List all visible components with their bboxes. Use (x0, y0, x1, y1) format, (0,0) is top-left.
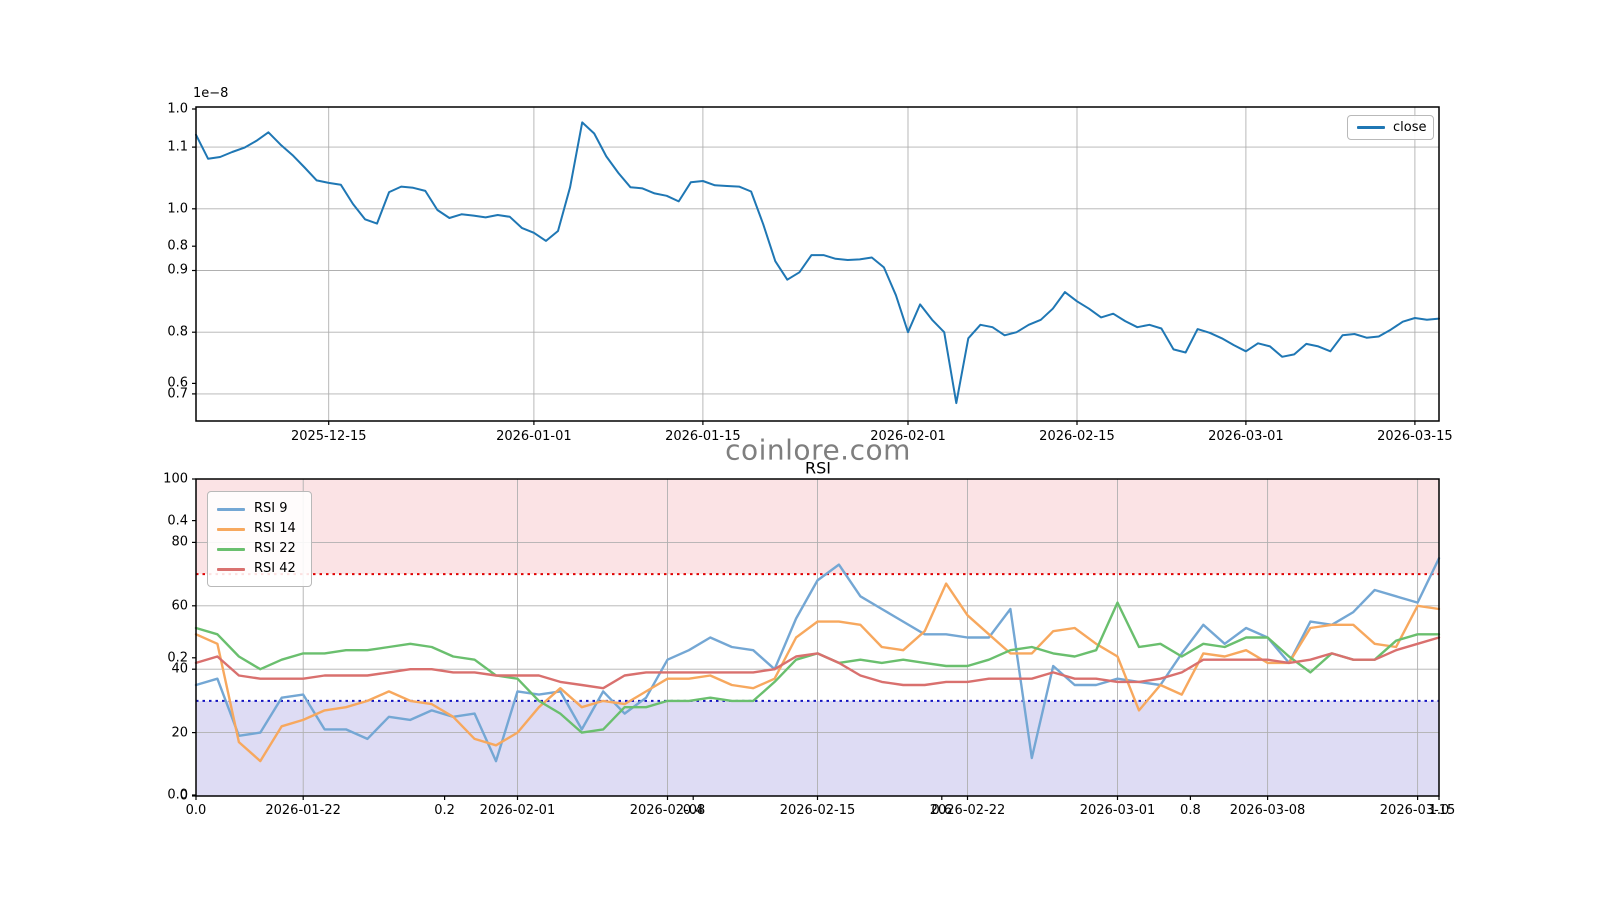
y-axis-offset-text: 1e−8 (193, 86, 229, 101)
rsi-legend-row: RSI 9 (217, 499, 303, 519)
rsi-legend-row: RSI 22 (217, 539, 303, 559)
rsi-legend-row: RSI 14 (217, 519, 303, 539)
rsi-subplot-title: RSI (805, 458, 831, 478)
rsi14-legend-label: RSI 14 (254, 521, 296, 536)
close-line-sample (1357, 126, 1385, 129)
rsi22-legend-label: RSI 22 (254, 541, 296, 556)
watermark: coinlore.com (725, 433, 911, 467)
rsi14-line-sample (217, 527, 245, 531)
rsi-legend-row: RSI 42 (217, 559, 303, 579)
rsi9-legend-label: RSI 9 (254, 501, 288, 516)
rsi42-legend-label: RSI 42 (254, 561, 296, 576)
rsi42-line (194, 636, 1441, 690)
price-axes-spines (195, 106, 1440, 422)
rsi42-line-sample (217, 567, 245, 571)
price-legend-label: close (1393, 119, 1427, 135)
rsi22-line-sample (217, 547, 245, 551)
tick-marks (192, 108, 1440, 800)
rsi9-line-sample (217, 507, 245, 511)
gridlines (196, 107, 1439, 796)
rsi9-line (194, 557, 1441, 763)
rsi-legend: RSI 9 RSI 14 RSI 22 RSI 42 (207, 491, 312, 587)
close-line (195, 121, 1440, 405)
price-legend: close (1347, 115, 1434, 140)
rsi14-line (194, 582, 1441, 763)
